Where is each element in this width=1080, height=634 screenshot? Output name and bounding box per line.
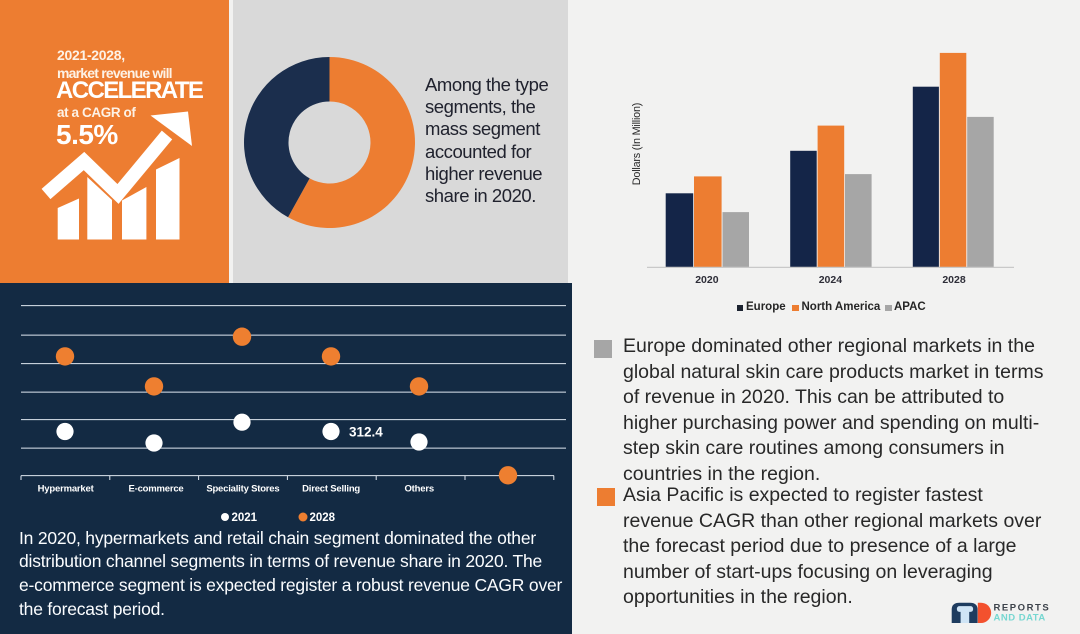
svg-text:E-commerce: E-commerce — [128, 484, 183, 495]
svg-text:312.4: 312.4 — [349, 425, 383, 440]
svg-text:2021: 2021 — [232, 512, 258, 524]
svg-text:REPORTS: REPORTS — [994, 603, 1051, 614]
svg-text:Hypermarket: Hypermarket — [38, 484, 95, 495]
svg-text:Speciality Stores: Speciality Stores — [206, 484, 279, 495]
svg-text:Dollars (In Million): Dollars (In Million) — [631, 103, 643, 185]
svg-text:Direct Selling: Direct Selling — [302, 484, 360, 495]
svg-text:Others: Others — [404, 484, 433, 495]
svg-text:2024: 2024 — [819, 274, 843, 286]
svg-text:2020: 2020 — [695, 274, 719, 286]
svg-text:2028: 2028 — [310, 512, 336, 524]
svg-text:AND DATA: AND DATA — [994, 613, 1046, 624]
svg-text:2028: 2028 — [942, 274, 966, 286]
